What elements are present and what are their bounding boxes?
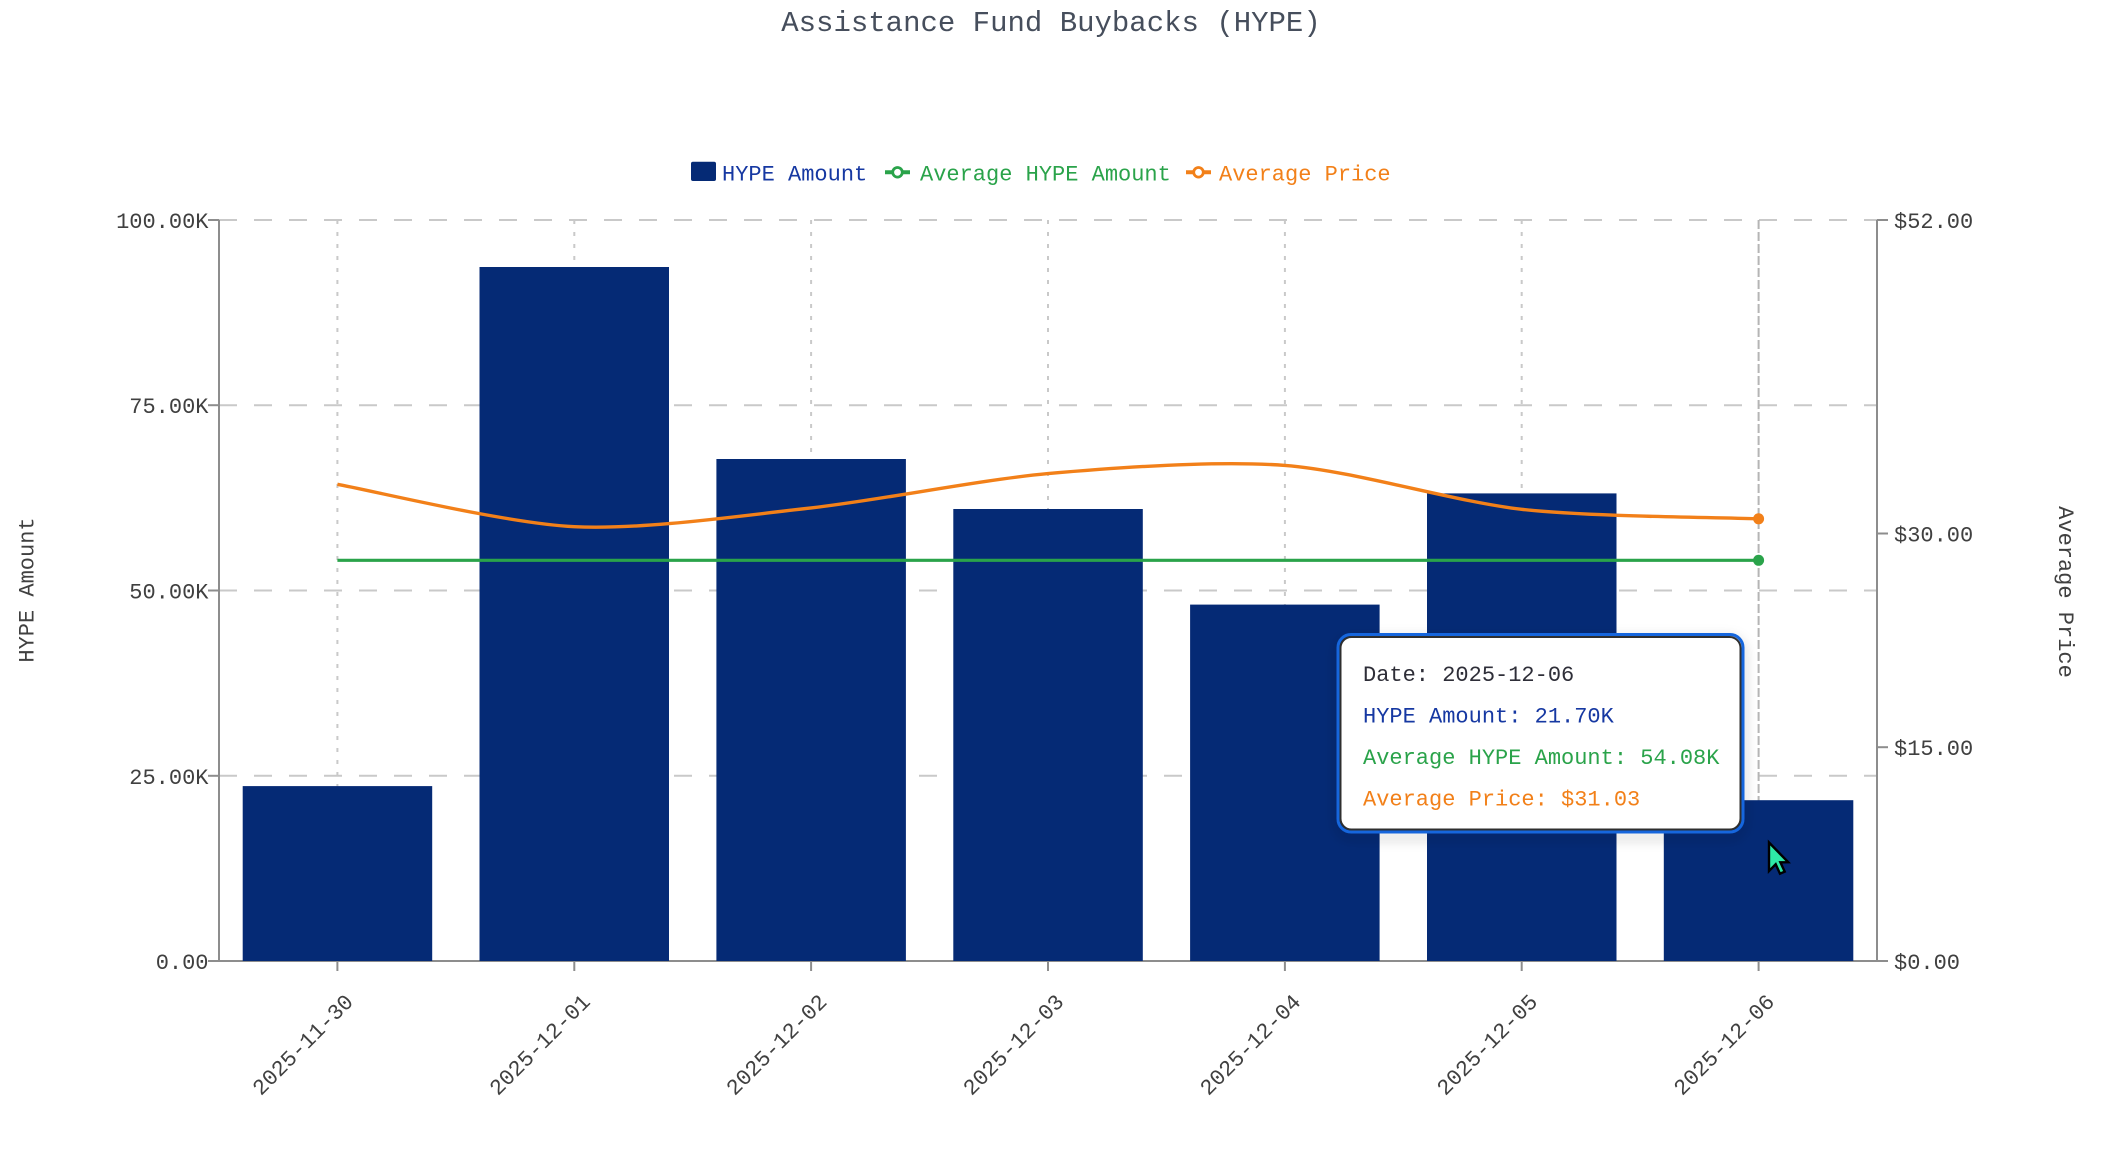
- svg-text:$0.00: $0.00: [1894, 951, 1960, 976]
- svg-text:75.00K: 75.00K: [129, 395, 209, 420]
- svg-text:HYPE Amount: HYPE Amount: [16, 517, 41, 662]
- svg-text:100.00K: 100.00K: [116, 210, 209, 235]
- svg-text:Assistance Fund Buybacks (HYPE: Assistance Fund Buybacks (HYPE): [781, 7, 1321, 40]
- svg-text:$52.00: $52.00: [1894, 210, 1973, 235]
- svg-text:$15.00: $15.00: [1894, 737, 1973, 762]
- svg-text:Average Price: Average Price: [2052, 506, 2077, 678]
- svg-text:Average Price: Average Price: [1219, 162, 1391, 187]
- svg-text:$30.00: $30.00: [1894, 524, 1973, 549]
- svg-text:0.00: 0.00: [156, 951, 209, 976]
- svg-text:HYPE Amount: HYPE Amount: [722, 162, 867, 187]
- svg-text:25.00K: 25.00K: [129, 766, 209, 791]
- svg-text:50.00K: 50.00K: [129, 581, 209, 606]
- svg-text:Average HYPE Amount: Average HYPE Amount: [920, 162, 1171, 187]
- svg-text:Date: 2025-12-06: Date: 2025-12-06: [1363, 663, 1574, 688]
- svg-text:Average HYPE Amount: 54.08K: Average HYPE Amount: 54.08K: [1363, 746, 1720, 771]
- svg-text:HYPE Amount: 21.70K: HYPE Amount: 21.70K: [1363, 705, 1615, 730]
- svg-text:Average Price: $31.03: Average Price: $31.03: [1363, 788, 1640, 813]
